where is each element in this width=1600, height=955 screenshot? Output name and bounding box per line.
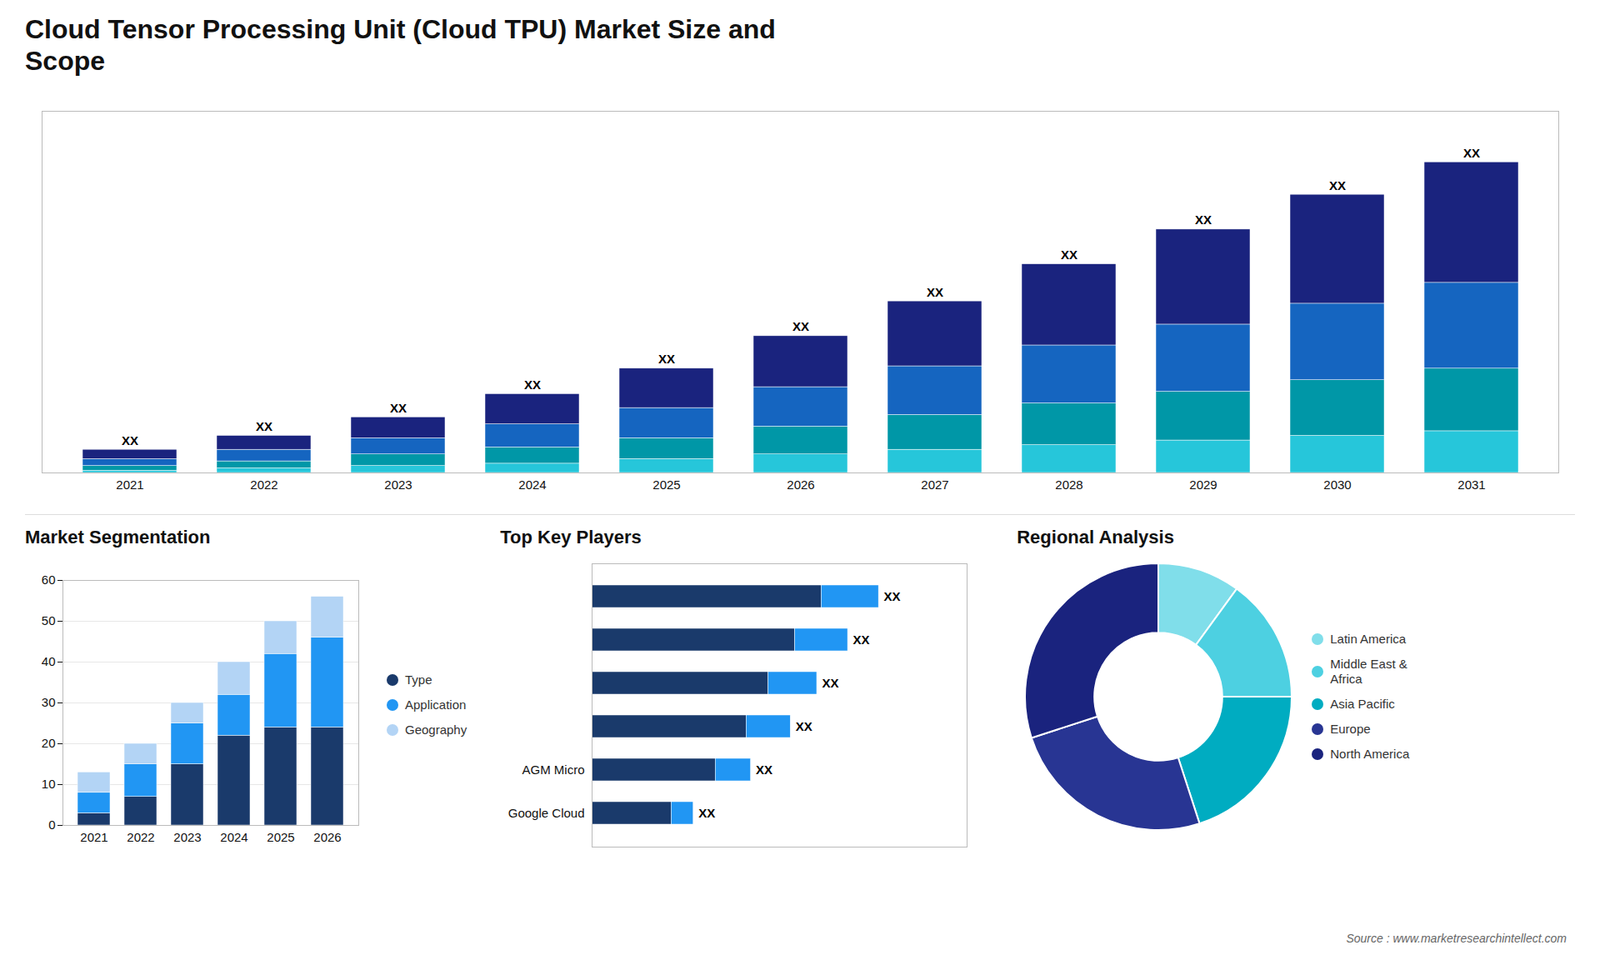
svg-text:XX: XX	[884, 589, 901, 604]
html-text:North America: North America	[1330, 746, 1410, 761]
html-text:Regional Analysis: Regional Analysis	[1016, 526, 1175, 548]
html-text:Type: Type	[405, 672, 433, 687]
svg-text:2028: 2028	[1055, 477, 1083, 492]
svg-text:XX: XX	[1463, 145, 1480, 160]
svg-text:2023: 2023	[173, 830, 201, 845]
svg-text:XX: XX	[822, 675, 840, 690]
html-text:Geography: Geography	[405, 722, 467, 737]
svg-text:XX: XX	[1060, 247, 1078, 262]
svg-text:Google Cloud: Google Cloud	[508, 805, 585, 820]
svg-text:40: 40	[41, 654, 56, 669]
svg-text:XX: XX	[255, 419, 273, 434]
svg-text:2030: 2030	[1323, 477, 1351, 492]
svg-text:50: 50	[41, 613, 56, 628]
svg-text:2022: 2022	[250, 477, 278, 492]
svg-text:2025: 2025	[652, 477, 680, 492]
html-text:Application: Application	[405, 697, 467, 712]
html-text:Europe: Europe	[1330, 721, 1371, 736]
svg-text:XX: XX	[795, 719, 813, 734]
svg-text:XX: XX	[1329, 177, 1346, 192]
svg-text:2024: 2024	[220, 830, 248, 845]
html-text:Cloud Tensor Processing Unit (: Cloud Tensor Processing Unit (Cloud TPU)…	[25, 14, 776, 77]
svg-text:2026: 2026	[313, 830, 341, 845]
svg-text:2023: 2023	[384, 477, 412, 492]
svg-text:XX: XX	[121, 432, 139, 447]
svg-text:2021: 2021	[80, 830, 108, 845]
svg-text:AGM Micro: AGM Micro	[522, 762, 585, 777]
html-text:Asia Pacific: Asia Pacific	[1330, 696, 1395, 711]
html-text:Middle East & Africa: Middle East & Africa	[1330, 656, 1408, 686]
html-text:Latin America: Latin America	[1330, 631, 1406, 646]
svg-text:2022: 2022	[126, 830, 155, 845]
svg-text:10: 10	[41, 776, 56, 791]
svg-text:2027: 2027	[920, 477, 949, 492]
svg-text:XX: XX	[792, 319, 810, 334]
svg-text:2021: 2021	[115, 477, 144, 492]
svg-text:XX: XX	[755, 762, 773, 777]
svg-text:XX: XX	[853, 632, 870, 647]
html-text:Market Segmentation: Market Segmentation	[25, 526, 211, 548]
svg-text:XX: XX	[926, 284, 944, 299]
html-text:Source : www.marketresearchint: Source : www.marketresearchintellect.com	[1346, 931, 1567, 945]
svg-text:XX: XX	[1195, 212, 1212, 227]
svg-text:2025: 2025	[266, 830, 295, 845]
html-text:Top Key Players: Top Key Players	[500, 526, 642, 548]
svg-text:0: 0	[48, 817, 55, 832]
svg-text:2031: 2031	[1457, 477, 1485, 492]
svg-text:XX: XX	[390, 400, 407, 415]
svg-text:2024: 2024	[518, 477, 546, 492]
svg-text:20: 20	[41, 735, 56, 750]
svg-text:XX: XX	[658, 351, 675, 366]
svg-text:2026: 2026	[786, 477, 815, 492]
svg-text:XX: XX	[524, 377, 541, 392]
svg-text:2029: 2029	[1189, 477, 1217, 492]
svg-text:XX: XX	[698, 805, 715, 820]
svg-text:60: 60	[41, 572, 56, 587]
svg-text:30: 30	[41, 695, 56, 710]
